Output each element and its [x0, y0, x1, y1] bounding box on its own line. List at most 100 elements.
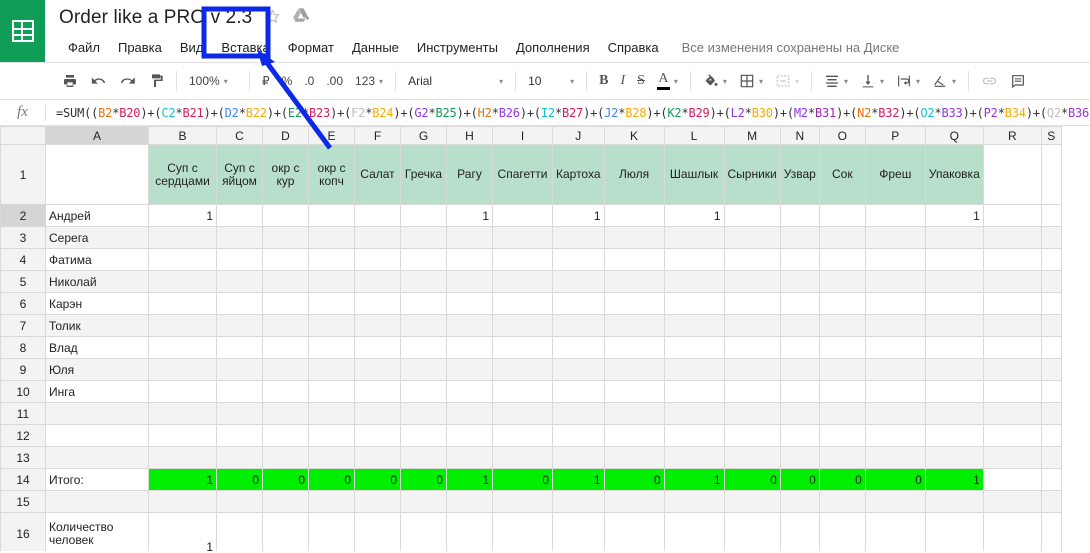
- empty-cell[interactable]: [552, 446, 605, 469]
- order-qty-cell[interactable]: [603, 248, 665, 271]
- table-row[interactable]: 15: [0, 490, 1062, 513]
- empty-cell[interactable]: [446, 402, 493, 425]
- menu-header-cell[interactable]: Гречка: [400, 144, 447, 205]
- order-qty-cell[interactable]: [308, 270, 355, 293]
- order-qty-cell[interactable]: [603, 292, 665, 315]
- order-qty-cell[interactable]: [864, 204, 926, 227]
- order-qty-cell[interactable]: [663, 248, 725, 271]
- empty-cell[interactable]: [982, 204, 1042, 227]
- empty-cell[interactable]: [45, 402, 149, 425]
- order-qty-cell[interactable]: [864, 380, 926, 403]
- total-value-cell[interactable]: 1: [446, 468, 493, 491]
- order-qty-cell[interactable]: [663, 358, 725, 381]
- row-header-16[interactable]: 16: [0, 512, 46, 551]
- empty-cell[interactable]: [924, 402, 984, 425]
- order-qty-cell[interactable]: [864, 314, 926, 337]
- zoom-selector[interactable]: 100% ▾: [189, 74, 228, 88]
- text-wrap-icon[interactable]: ▾: [890, 68, 926, 94]
- menu-header-cell[interactable]: Салат: [354, 144, 401, 205]
- column-header-m[interactable]: M: [723, 126, 781, 145]
- table-row[interactable]: 12: [0, 424, 1062, 447]
- borders-icon[interactable]: ▾: [733, 68, 769, 94]
- column-header-p[interactable]: P: [864, 126, 926, 145]
- empty-cell[interactable]: [779, 446, 820, 469]
- order-qty-cell[interactable]: 1: [552, 204, 605, 227]
- empty-cell[interactable]: [663, 512, 725, 551]
- empty-cell[interactable]: [1040, 446, 1062, 469]
- order-qty-cell[interactable]: [216, 248, 263, 271]
- order-qty-cell[interactable]: [446, 226, 493, 249]
- empty-cell[interactable]: [446, 512, 493, 551]
- order-qty-cell[interactable]: [864, 248, 926, 271]
- empty-cell[interactable]: [262, 424, 309, 447]
- order-qty-cell[interactable]: [603, 270, 665, 293]
- order-qty-cell[interactable]: [148, 248, 217, 271]
- order-qty-cell[interactable]: [924, 270, 984, 293]
- bold-button[interactable]: B: [599, 73, 609, 88]
- order-qty-cell[interactable]: [446, 270, 493, 293]
- order-qty-cell[interactable]: [818, 270, 866, 293]
- formula-input[interactable]: =SUM((B2*B20)+(C2*B21)+(D2*B22)+(E2*B23)…: [56, 105, 1090, 120]
- empty-cell[interactable]: [1040, 292, 1062, 315]
- sheets-logo[interactable]: [0, 0, 45, 62]
- total-value-cell[interactable]: 0: [262, 468, 309, 491]
- row-header-1[interactable]: 1: [0, 144, 46, 205]
- total-value-cell[interactable]: 0: [864, 468, 926, 491]
- table-row[interactable]: 7 Толик: [0, 314, 1062, 337]
- menu-header-cell[interactable]: Суп с сердцами: [148, 144, 217, 205]
- total-value-cell[interactable]: 0: [603, 468, 665, 491]
- order-qty-cell[interactable]: [663, 270, 725, 293]
- total-value-cell[interactable]: 0: [400, 468, 447, 491]
- order-qty-cell[interactable]: [400, 292, 447, 315]
- order-qty-cell[interactable]: [603, 204, 665, 227]
- menu-header-cell[interactable]: Суп с яйцом: [216, 144, 263, 205]
- order-qty-cell[interactable]: 1: [148, 204, 217, 227]
- order-qty-cell[interactable]: [663, 336, 725, 359]
- italic-button[interactable]: I: [620, 73, 626, 88]
- table-row[interactable]: 6 Карэн: [0, 292, 1062, 315]
- order-qty-cell[interactable]: [723, 358, 781, 381]
- empty-cell[interactable]: [1040, 512, 1062, 551]
- column-header-e[interactable]: E: [308, 126, 355, 145]
- row-header-8[interactable]: 8: [0, 336, 46, 359]
- order-qty-cell[interactable]: [779, 226, 820, 249]
- empty-cell[interactable]: [1040, 424, 1062, 447]
- column-header-j[interactable]: J: [552, 126, 605, 145]
- text-color-button[interactable]: A ▾: [651, 68, 684, 94]
- column-header-r[interactable]: R: [982, 126, 1042, 145]
- total-value-cell[interactable]: 0: [308, 468, 355, 491]
- empty-cell[interactable]: [982, 424, 1042, 447]
- order-qty-cell[interactable]: [262, 336, 309, 359]
- total-value-cell[interactable]: 1: [148, 468, 217, 491]
- order-qty-cell[interactable]: [818, 380, 866, 403]
- person-name-cell[interactable]: Влад: [45, 336, 149, 359]
- column-header-n[interactable]: N: [779, 126, 820, 145]
- empty-cell[interactable]: [818, 490, 866, 513]
- order-qty-cell[interactable]: [216, 380, 263, 403]
- order-qty-cell[interactable]: 1: [663, 204, 725, 227]
- empty-cell[interactable]: [864, 490, 926, 513]
- empty-cell[interactable]: [603, 490, 665, 513]
- order-qty-cell[interactable]: [663, 314, 725, 337]
- empty-cell[interactable]: [924, 512, 984, 551]
- order-qty-cell[interactable]: [723, 204, 781, 227]
- empty-cell[interactable]: [45, 490, 149, 513]
- move-to-drive-icon[interactable]: [291, 7, 311, 29]
- empty-cell[interactable]: [492, 446, 553, 469]
- empty-cell[interactable]: [864, 424, 926, 447]
- order-qty-cell[interactable]: [723, 226, 781, 249]
- empty-cell[interactable]: [818, 402, 866, 425]
- table-row[interactable]: 16 Количество человек 1: [0, 512, 1062, 551]
- empty-cell[interactable]: [148, 490, 217, 513]
- people-count-value-cell[interactable]: 1: [148, 512, 217, 551]
- order-qty-cell[interactable]: [148, 270, 217, 293]
- empty-cell[interactable]: [1040, 270, 1062, 293]
- menu-header-cell[interactable]: Шашлык: [663, 144, 725, 205]
- column-header-o[interactable]: O: [818, 126, 866, 145]
- order-qty-cell[interactable]: [446, 358, 493, 381]
- person-name-cell[interactable]: Карэн: [45, 292, 149, 315]
- column-header-l[interactable]: L: [663, 126, 725, 145]
- people-count-label-cell[interactable]: Количество человек: [45, 512, 149, 551]
- order-qty-cell[interactable]: [308, 336, 355, 359]
- select-all-corner[interactable]: [0, 126, 46, 145]
